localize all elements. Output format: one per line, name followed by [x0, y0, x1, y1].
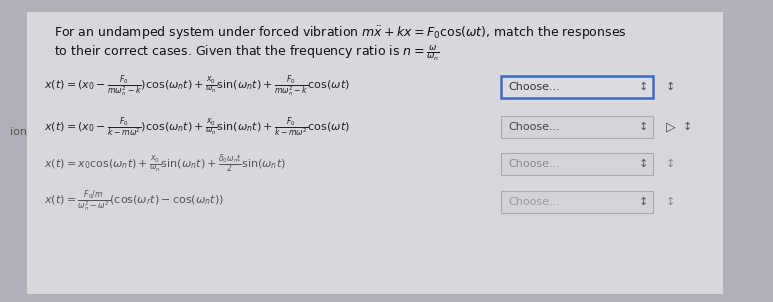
Text: ↕: ↕ [638, 122, 648, 132]
Text: ↕: ↕ [666, 82, 676, 92]
Text: Choose...: Choose... [508, 122, 560, 132]
Text: ↕: ↕ [666, 159, 676, 169]
FancyBboxPatch shape [27, 12, 723, 294]
Text: $x(t) = (x_0 - \frac{F_0}{m\omega_n^2-k})\cos(\omega_n t) + \frac{x_0}{\omega_n}: $x(t) = (x_0 - \frac{F_0}{m\omega_n^2-k}… [44, 74, 350, 100]
Text: ↕: ↕ [638, 197, 648, 207]
Text: ↕: ↕ [638, 159, 648, 169]
Text: ion: ion [10, 127, 27, 137]
Text: ↕: ↕ [683, 122, 692, 132]
FancyBboxPatch shape [501, 191, 653, 213]
FancyBboxPatch shape [501, 116, 653, 138]
FancyBboxPatch shape [501, 76, 653, 98]
Text: to their correct cases. Given that the frequency ratio is $n = \frac{\omega}{\om: to their correct cases. Given that the f… [54, 44, 439, 63]
Text: $x(t) = \frac{F_0/m}{\omega_n^2-\omega^2}(\cos(\omega_r t) - \cos(\omega_n t))$: $x(t) = \frac{F_0/m}{\omega_n^2-\omega^2… [44, 189, 224, 215]
Text: Choose...: Choose... [508, 159, 560, 169]
Text: $x(t) = x_0\cos(\omega_n t) + \frac{x_0}{\omega_n}\sin(\omega_n t) + \frac{\delt: $x(t) = x_0\cos(\omega_n t) + \frac{x_0}… [44, 153, 286, 175]
Text: $x(t) = (x_0 - \frac{F_0}{k-m\omega^2})\cos(\omega_n t) + \frac{x_0}{\omega_n}\s: $x(t) = (x_0 - \frac{F_0}{k-m\omega^2})\… [44, 115, 350, 139]
Text: Choose...: Choose... [508, 197, 560, 207]
Text: For an undamped system under forced vibration $m\ddot{x} + kx = F_0\cos(\omega t: For an undamped system under forced vibr… [54, 24, 626, 42]
Text: ▷: ▷ [666, 120, 676, 133]
Text: ↕: ↕ [638, 82, 648, 92]
FancyBboxPatch shape [501, 153, 653, 175]
Text: Choose...: Choose... [508, 82, 560, 92]
Text: ↕: ↕ [666, 197, 676, 207]
